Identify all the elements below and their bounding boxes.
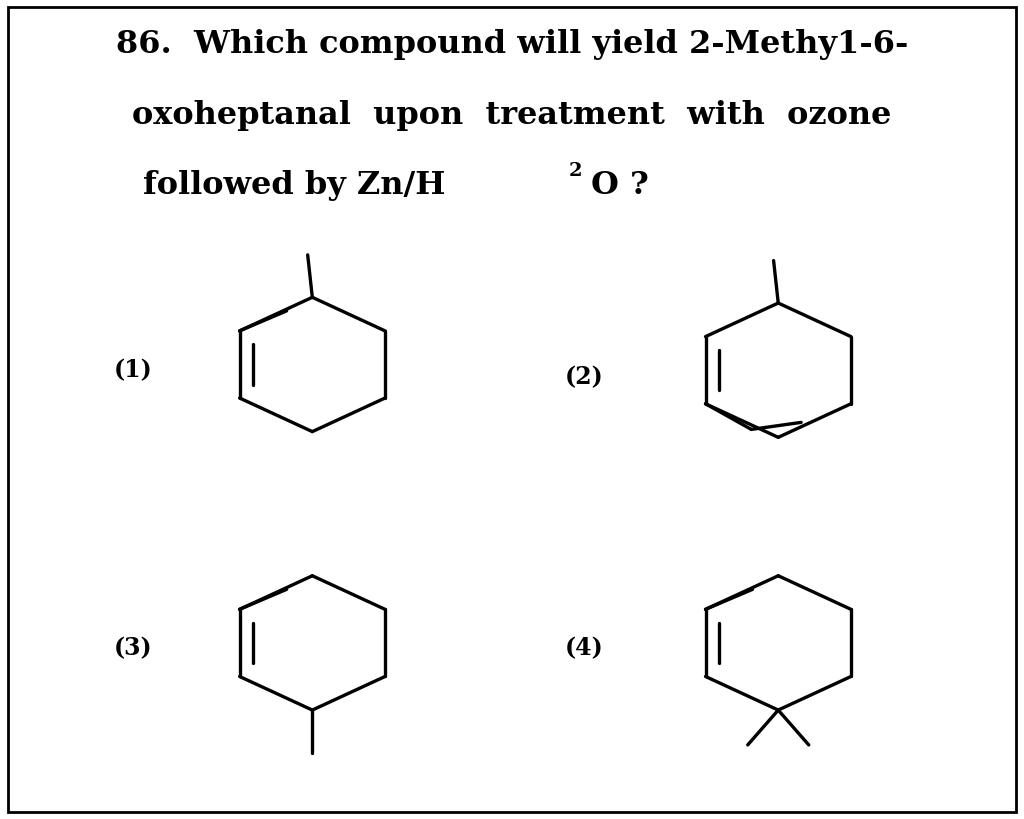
Text: 86.  Which compound will yield 2-Methy1-6-: 86. Which compound will yield 2-Methy1-6… — [116, 29, 908, 60]
Text: (4): (4) — [564, 636, 603, 661]
Text: followed by Zn/H: followed by Zn/H — [143, 170, 445, 201]
Text: oxoheptanal  upon  treatment  with  ozone: oxoheptanal upon treatment with ozone — [132, 100, 892, 131]
Text: 2: 2 — [568, 162, 582, 180]
Text: O ?: O ? — [591, 170, 649, 201]
Text: (1): (1) — [114, 358, 153, 382]
Text: (2): (2) — [564, 364, 603, 389]
Text: (3): (3) — [114, 636, 153, 661]
